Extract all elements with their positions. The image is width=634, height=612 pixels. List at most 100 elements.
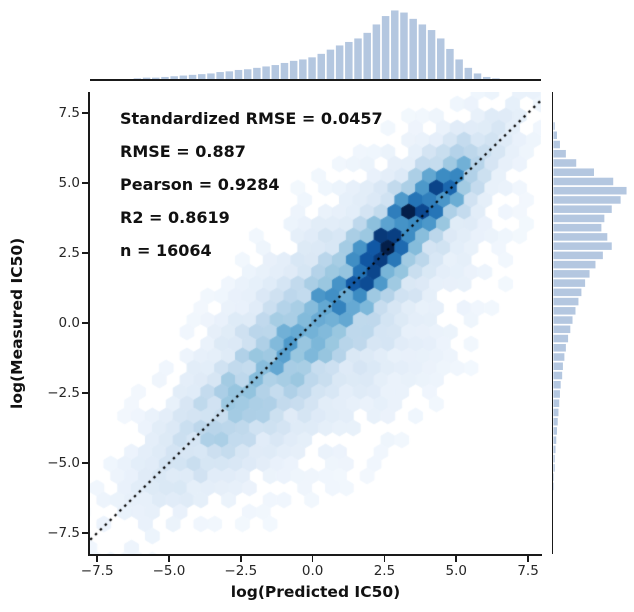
x-tick-mark [311, 555, 314, 562]
hexbin-canvas [90, 92, 541, 554]
x-tick-label: 7.5 [517, 563, 539, 579]
y-tick-label: 2.5 [58, 244, 80, 261]
x-tick-mark [168, 555, 170, 562]
histogram-bar [325, 48, 336, 81]
histogram-bar [552, 343, 567, 353]
histogram-bar [552, 361, 564, 371]
histogram-bar [362, 31, 372, 81]
histogram-bar [552, 259, 597, 270]
histogram-bar [552, 195, 622, 205]
histogram-bar [552, 352, 566, 362]
x-axis-label: log(Predicted IC50) [230, 583, 401, 601]
stats-annotation: Standardized RMSE = 0.0457 RMSE = 0.887 … [120, 102, 383, 267]
x-tick-label: −5.0 [152, 563, 186, 579]
histogram-bar [426, 29, 437, 81]
stat-r2: R2 = 0.8619 [120, 208, 230, 227]
y-tick-label: 7.5 [58, 104, 80, 121]
x-tick-label: 2.5 [373, 563, 396, 579]
y-tick-label: −5.0 [47, 454, 80, 471]
y-tick-label: −7.5 [47, 524, 80, 541]
histogram-bar [552, 222, 603, 233]
histogram-bar [552, 269, 591, 279]
histogram-bar [552, 370, 564, 381]
histogram-bar [316, 52, 326, 81]
histogram-bar [261, 65, 271, 81]
histogram-bar [552, 186, 628, 196]
right-marginal-spine [551, 92, 554, 554]
x-tick-label: 0.0 [301, 563, 324, 579]
histogram-bar [552, 444, 557, 455]
histogram-bar [334, 44, 345, 81]
x-tick-mark [240, 555, 242, 562]
histogram-bar [380, 15, 391, 81]
histogram-bar [552, 315, 574, 325]
histogram-bar [552, 232, 609, 242]
histogram-bar [552, 204, 613, 214]
histogram-bar [552, 296, 580, 307]
histogram-bar [552, 453, 556, 464]
y-tick-mark [82, 182, 89, 184]
x-tick-label: −7.5 [80, 563, 114, 579]
histogram-bar [552, 417, 559, 427]
histogram-bar [390, 9, 400, 81]
top-marginal-histogram [90, 6, 541, 81]
y-tick-mark [82, 112, 89, 114]
x-tick-mark [455, 555, 458, 562]
y-tick-mark [82, 322, 89, 324]
histogram-bar [454, 58, 464, 81]
histogram-bar [552, 130, 558, 140]
y-tick-label: 5.0 [58, 174, 80, 191]
x-tick-mark [383, 555, 386, 562]
stat-standardized-rmse: Standardized RMSE = 0.0457 [120, 109, 383, 128]
histogram-bar [552, 176, 615, 187]
histogram-bar [298, 58, 308, 81]
y-tick-mark [82, 392, 89, 394]
right-marginal-histogram [552, 92, 633, 554]
y-tick-mark [82, 462, 89, 464]
stat-pearson: Pearson = 0.9284 [120, 175, 280, 194]
histogram-bar [289, 59, 299, 81]
right-marginal-bars [552, 121, 628, 492]
histogram-bar [270, 64, 280, 81]
histogram-bar [408, 17, 418, 81]
y-tick-mark [82, 532, 89, 534]
histogram-bar [552, 250, 604, 261]
histogram-bar [552, 287, 583, 298]
histogram-bar [552, 139, 561, 150]
histogram-bar [552, 306, 577, 316]
histogram-bar [417, 23, 428, 81]
main-left-spine [88, 92, 90, 556]
histogram-bar [552, 278, 587, 288]
x-tick-label: −2.5 [224, 563, 258, 579]
histogram-bar [552, 407, 560, 418]
histogram-bar [353, 37, 363, 81]
stat-n: n = 16064 [120, 241, 212, 260]
histogram-bar [445, 48, 455, 81]
histogram-bar [552, 324, 572, 334]
histogram-bar [552, 241, 613, 251]
y-tick-label: 0.0 [58, 314, 80, 331]
histogram-bar [399, 11, 409, 81]
x-tick-mark [96, 555, 98, 562]
histogram-bar [307, 56, 317, 81]
y-axis-label: log(Measured IC50) [8, 237, 26, 409]
top-marginal-bars [114, 9, 510, 81]
histogram-bar [552, 380, 562, 390]
histogram-bar [552, 167, 595, 177]
histogram-bar [552, 435, 558, 445]
histogram-bar [552, 158, 578, 168]
stat-rmse: RMSE = 0.887 [120, 142, 246, 161]
x-tick-mark [527, 555, 529, 562]
y-tick-mark [82, 252, 89, 254]
main-bottom-spine [88, 554, 543, 556]
histogram-bar [552, 426, 558, 436]
x-tick-label: 5.0 [445, 563, 467, 579]
histogram-bar [552, 333, 569, 344]
hexbin-plot: Standardized RMSE = 0.0457 RMSE = 0.887 … [90, 92, 541, 554]
histogram-bar [552, 121, 556, 131]
top-marginal-spine [90, 79, 541, 81]
histogram-bar [552, 398, 561, 408]
histogram-bar [344, 41, 354, 81]
histogram-bar [552, 213, 606, 224]
